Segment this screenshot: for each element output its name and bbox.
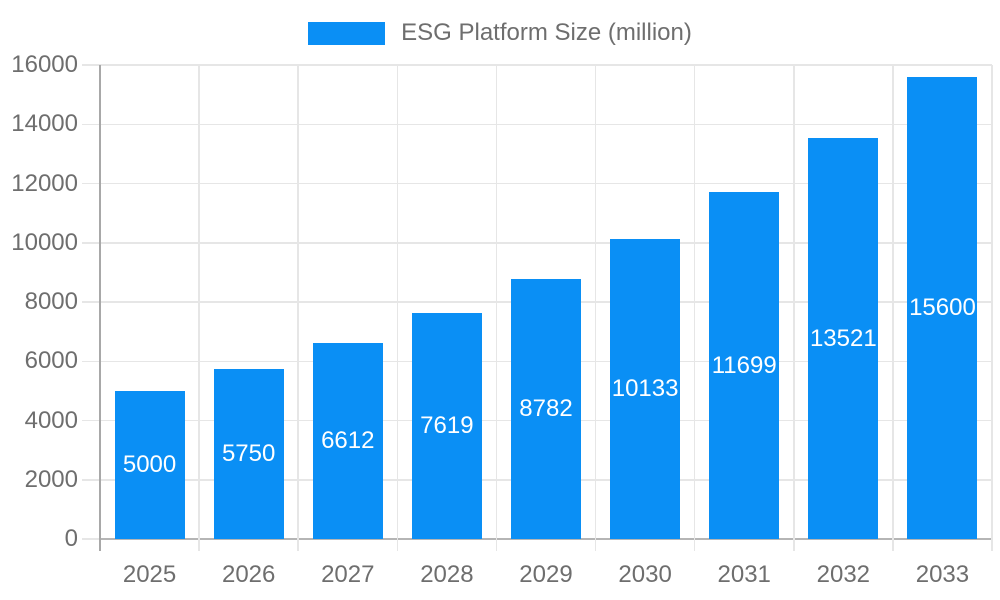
bar: 15600 [907, 76, 978, 539]
bar: 7619 [411, 313, 482, 539]
y-gridline [100, 242, 992, 244]
y-tick [82, 360, 100, 362]
x-tick [793, 539, 795, 551]
bar-value-label: 6612 [321, 427, 375, 455]
x-tick [892, 539, 894, 551]
x-tick [495, 539, 498, 551]
legend-label: ESG Platform Size (million) [401, 19, 692, 46]
x-axis-label: 2030 [618, 561, 672, 588]
x-tick [198, 539, 200, 551]
bar: 10133 [610, 238, 681, 539]
bar-value-label: 11699 [711, 351, 777, 379]
y-tick [82, 479, 100, 481]
y-axis-label: 14000 [11, 110, 78, 138]
category-gridline [991, 65, 993, 539]
bar: 8782 [510, 278, 582, 539]
plot-area: 0 2000 4000 6000 8000 10000 12000 14000 16000 202… [11, 53, 993, 587]
bar-value-label: 15600 [909, 293, 976, 321]
x-tick [594, 539, 597, 551]
y-axis-label: 0 [64, 525, 78, 552]
x-axis-label: 2031 [717, 561, 771, 588]
x-axis-label: 2027 [321, 561, 375, 588]
x-axis-label: 2028 [420, 561, 474, 588]
x-axis-label: 2026 [221, 561, 276, 588]
y-tick [82, 419, 100, 422]
bar: 6612 [312, 343, 383, 539]
y-tick [82, 538, 100, 540]
bar: 5750 [213, 368, 284, 539]
category-gridline [495, 65, 498, 539]
legend-swatch [308, 21, 386, 45]
bar-value-label: 10133 [611, 374, 679, 402]
bar-value-label: 5000 [122, 450, 177, 478]
category-gridline [693, 65, 696, 539]
y-axis-label: 12000 [11, 169, 78, 197]
x-axis-label: 2025 [122, 561, 177, 588]
y-tick [82, 301, 100, 303]
y-gridline [100, 64, 992, 66]
y-axis-label: 16000 [11, 51, 78, 78]
y-axis-label: 4000 [24, 406, 78, 434]
y-axis-label: 6000 [24, 347, 78, 375]
y-gridline [100, 182, 992, 185]
y-axis-line [99, 65, 101, 551]
x-tick [396, 539, 399, 551]
legend: ESG Platform Size (million) [0, 19, 1000, 46]
y-axis-label: 2000 [24, 465, 78, 493]
bar: 5000 [114, 390, 185, 539]
y-axis-label: 8000 [24, 288, 78, 315]
bar: 13521 [808, 138, 879, 539]
bar-value-label: 7619 [420, 412, 474, 440]
bar: 11699 [709, 192, 780, 539]
y-tick [82, 123, 100, 125]
x-axis-label: 2029 [519, 561, 573, 588]
bar-value-label: 5750 [221, 439, 276, 467]
category-gridline [297, 65, 299, 539]
category-gridline [892, 65, 894, 539]
bar-value-label: 13521 [809, 324, 877, 352]
x-baseline [100, 538, 992, 540]
y-gridline [100, 123, 992, 125]
x-tick [297, 539, 299, 551]
category-gridline [198, 65, 200, 539]
x-axis-label: 2033 [915, 561, 970, 588]
x-tick [693, 539, 696, 551]
category-gridline [594, 65, 597, 539]
y-tick [82, 242, 100, 244]
y-tick [82, 182, 100, 185]
bar-value-label: 8782 [519, 394, 573, 422]
x-tick [991, 539, 993, 551]
x-axis-label: 2032 [816, 561, 871, 588]
y-axis-label: 10000 [11, 228, 78, 256]
y-tick [82, 64, 100, 66]
category-gridline [396, 65, 399, 539]
category-gridline [793, 65, 795, 539]
